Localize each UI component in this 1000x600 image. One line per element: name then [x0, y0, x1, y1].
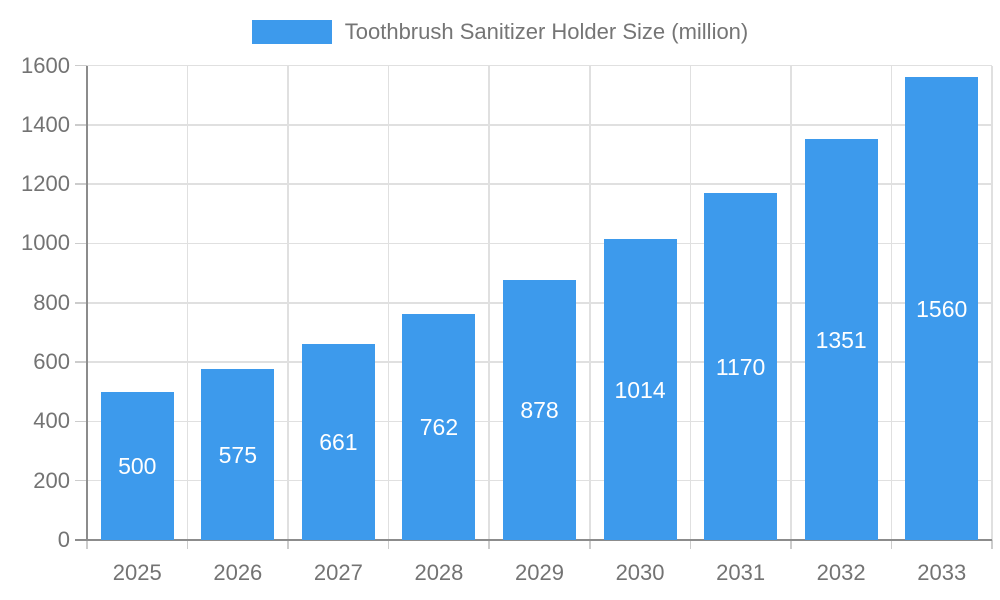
bar-2025[interactable]	[100, 391, 174, 540]
bar-2032[interactable]	[804, 139, 878, 540]
gridline-horizontal	[87, 242, 992, 245]
bar-2028[interactable]	[402, 314, 476, 540]
bar-value-label: 661	[319, 428, 358, 455]
y-axis-label: 1200	[21, 171, 70, 197]
bar-value-label: 1014	[614, 376, 666, 403]
y-axis-line	[86, 65, 88, 540]
y-axis-label: 800	[33, 289, 70, 315]
gridline-vertical	[589, 65, 591, 540]
legend[interactable]: Toothbrush Sanitizer Holder Size (millio…	[0, 20, 1000, 44]
y-axis-tick	[75, 302, 87, 304]
gridline-vertical	[488, 65, 490, 540]
bar-2026[interactable]	[201, 369, 275, 540]
y-axis-label: 400	[33, 408, 70, 434]
y-axis-label: 600	[33, 349, 70, 375]
bar-2027[interactable]	[301, 343, 375, 540]
bar-2030[interactable]	[603, 239, 677, 540]
bar-value-label: 762	[419, 414, 459, 440]
bar-2033[interactable]	[905, 77, 979, 540]
legend-swatch	[251, 20, 332, 44]
x-axis-tick	[387, 540, 390, 549]
gridline-vertical	[186, 65, 189, 540]
gridline-vertical	[287, 65, 289, 540]
bar-value-label: 575	[218, 441, 258, 468]
y-axis-tick	[75, 242, 87, 245]
gridline-horizontal	[87, 124, 992, 126]
x-axis-tick	[186, 540, 189, 549]
y-axis-label: 0	[57, 527, 70, 552]
bar-value-label: 1351	[815, 326, 867, 353]
y-axis-label: 200	[33, 467, 70, 493]
bar-value-label: 878	[520, 396, 559, 423]
x-axis-tick	[287, 540, 289, 549]
y-axis-tick	[75, 183, 87, 185]
x-axis-label: 2030	[615, 560, 665, 585]
gridline-vertical	[890, 65, 893, 540]
x-axis-tick	[589, 540, 591, 549]
x-axis-label: 2033	[917, 560, 967, 585]
legend-label: Toothbrush Sanitizer Holder Size (millio…	[344, 19, 749, 44]
x-axis-line	[75, 539, 992, 541]
gridline-vertical	[689, 65, 692, 540]
x-axis-tick	[790, 540, 792, 549]
gridline-vertical	[387, 65, 390, 540]
gridline-horizontal	[87, 183, 992, 185]
x-axis-tick	[991, 540, 993, 549]
y-axis-tick	[75, 420, 87, 423]
bar-2029[interactable]	[503, 279, 576, 540]
bar-value-label: 500	[118, 452, 157, 479]
y-axis-tick	[75, 479, 87, 482]
x-axis-label: 2025	[112, 560, 162, 585]
x-axis-tick	[689, 540, 692, 549]
gridline-vertical	[991, 65, 993, 540]
bar-value-label: 1560	[916, 295, 968, 322]
x-axis-label: 2027	[313, 560, 363, 585]
y-axis-tick	[75, 361, 87, 363]
y-axis-label: 1600	[21, 52, 70, 78]
bar-value-label: 1170	[715, 353, 766, 380]
x-axis-label: 2026	[213, 560, 263, 585]
x-axis-tick	[890, 540, 893, 549]
x-axis-tick	[86, 540, 88, 549]
x-axis-label: 2029	[515, 560, 564, 585]
y-axis-label: 1000	[21, 230, 70, 256]
x-axis-tick	[488, 540, 490, 549]
x-axis-label: 2031	[716, 560, 766, 585]
y-axis-tick	[75, 124, 87, 126]
y-axis-label: 1400	[21, 111, 70, 137]
y-axis-tick	[75, 64, 87, 67]
x-axis-label: 2032	[816, 560, 866, 585]
bar-2031[interactable]	[704, 193, 778, 540]
gridline-horizontal	[87, 64, 992, 67]
x-axis-label: 2028	[414, 560, 464, 585]
gridline-vertical	[790, 65, 792, 540]
